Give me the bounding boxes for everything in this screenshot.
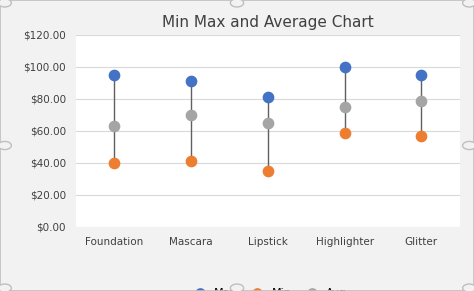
Max — [341, 65, 348, 69]
Max — [264, 95, 272, 100]
Min — [418, 134, 425, 138]
Max — [418, 73, 425, 77]
Min — [187, 159, 195, 164]
Avg — [187, 113, 195, 117]
Max — [187, 79, 195, 84]
Legend: Max, Min, Avg: Max, Min, Avg — [184, 283, 351, 291]
Avg — [341, 105, 348, 109]
Max — [110, 73, 118, 77]
Avg — [418, 98, 425, 103]
Min — [341, 130, 348, 135]
Min — [110, 161, 118, 165]
Avg — [110, 124, 118, 129]
Min — [264, 169, 272, 173]
Title: Min Max and Average Chart: Min Max and Average Chart — [162, 15, 374, 30]
Avg — [264, 120, 272, 125]
